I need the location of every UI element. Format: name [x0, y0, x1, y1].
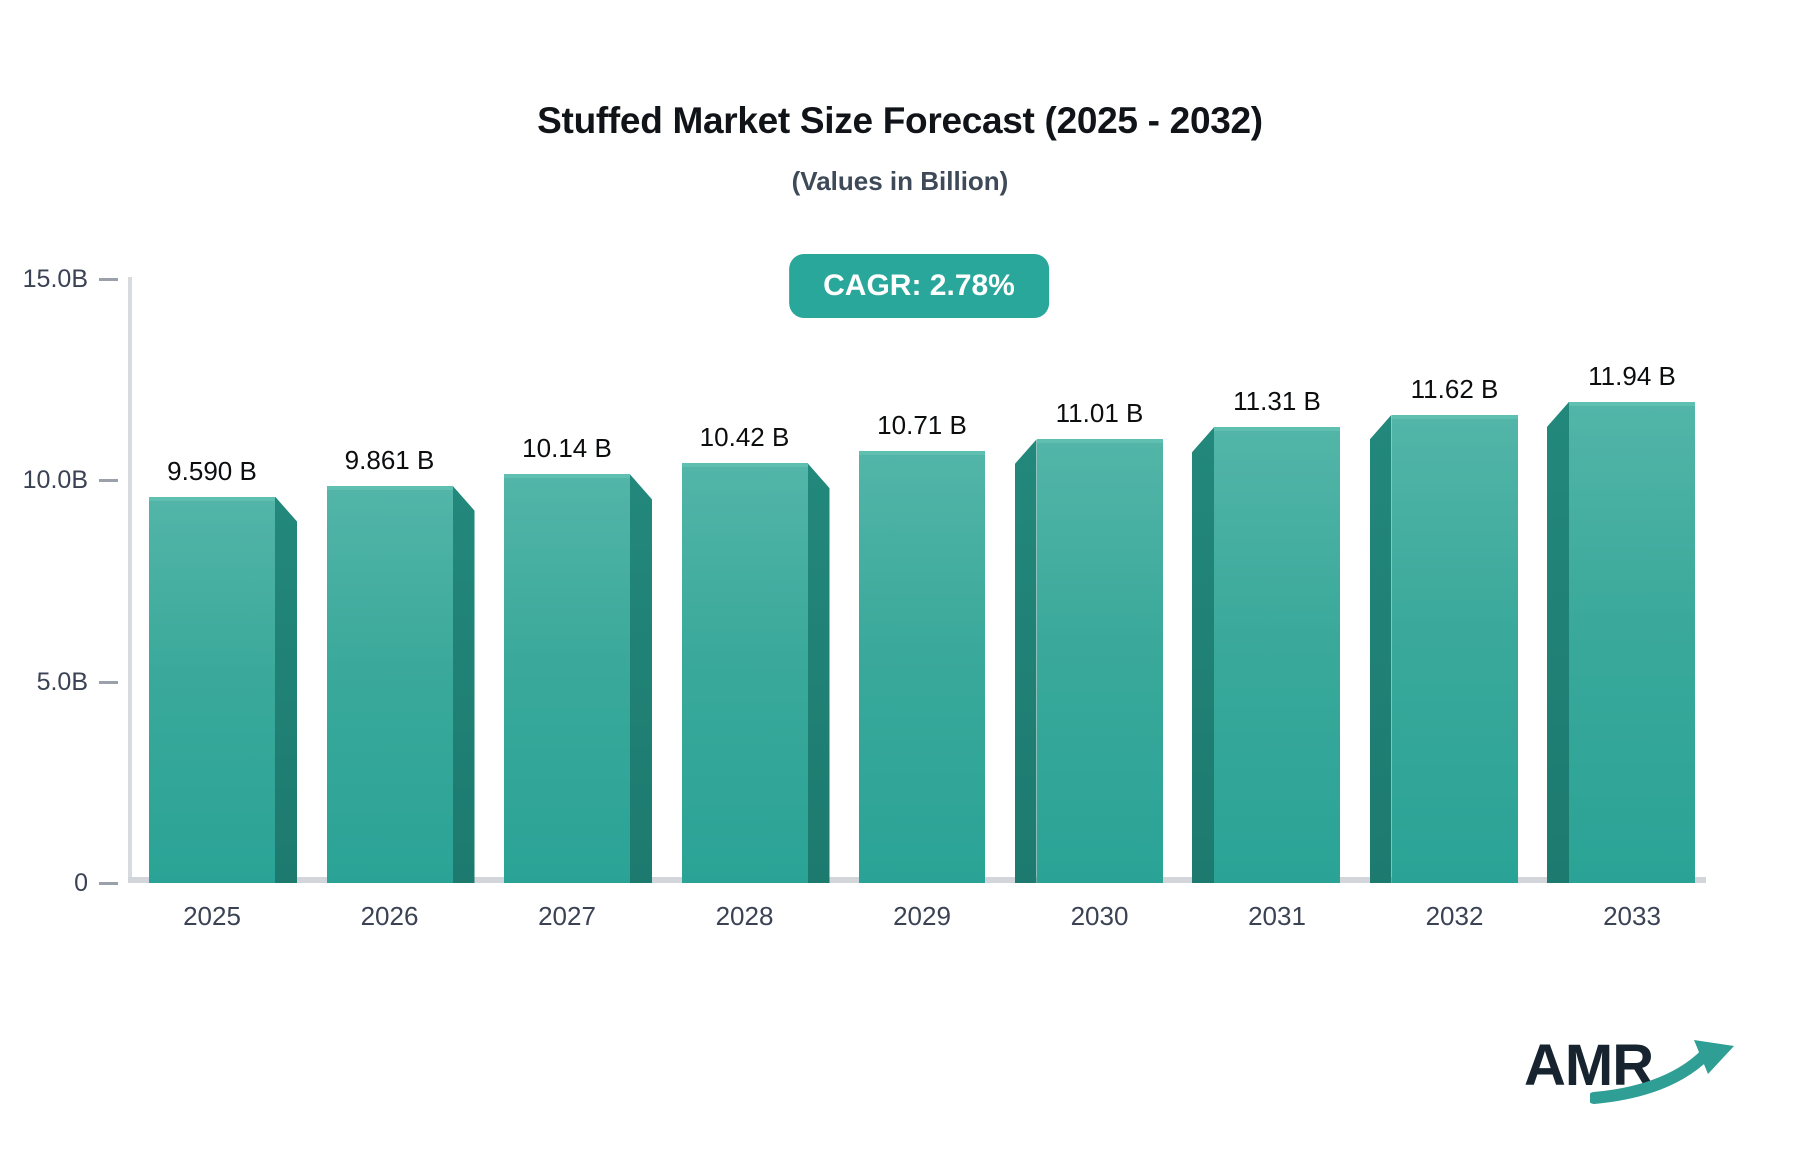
- cagr-badge: CAGR: 2.78%: [789, 254, 1049, 318]
- chart-title: Stuffed Market Size Forecast (2025 - 203…: [537, 100, 1263, 141]
- x-axis-label-2030: 2030: [1070, 901, 1129, 931]
- growth-arrow-icon: [1590, 1040, 1734, 1104]
- bar-value-label-2028: 10.42 B: [699, 422, 790, 453]
- bar-value-label-2026: 9.861 B: [344, 444, 435, 475]
- bar-2031-3d-side: [1192, 427, 1214, 883]
- y-axis-tick-mark: [99, 882, 118, 885]
- bar-2031: [1214, 427, 1340, 883]
- bar-value-label-2033: 11.94 B: [1588, 360, 1676, 391]
- bar-2029: [859, 451, 985, 883]
- bar-2032: [1391, 414, 1518, 883]
- bar-2025: [149, 496, 275, 883]
- y-axis-tick-label: 0: [74, 869, 88, 897]
- y-axis-tick-mark: [99, 277, 118, 281]
- bar-value-label-2025: 9.590 B: [167, 455, 257, 486]
- bar-2026-3d-side: [452, 485, 475, 883]
- y-axis-tick-label: 10.0B: [22, 466, 88, 494]
- bar-2027-3d-side: [630, 474, 652, 883]
- bar-value-label-2032: 11.62 B: [1410, 373, 1499, 404]
- bar-2030: [1036, 439, 1163, 883]
- x-axis-label-2032: 2032: [1425, 901, 1484, 931]
- bar-2028-3d-side: [807, 463, 830, 883]
- bar-2027: [504, 474, 630, 883]
- y-axis-tick-label: 15.0B: [22, 264, 88, 293]
- x-axis-label-2029: 2029: [893, 901, 951, 931]
- y-axis-tick-mark: [99, 479, 118, 482]
- bar-2028: [681, 463, 808, 883]
- x-axis-label-2031: 2031: [1248, 901, 1306, 931]
- bar-2033: [1569, 401, 1695, 883]
- x-axis-label-2026: 2026: [360, 901, 419, 931]
- x-axis-label-2033: 2033: [1603, 901, 1661, 931]
- y-axis-tick-label: 5.0B: [36, 667, 88, 696]
- bar-2025-3d-side: [275, 496, 297, 883]
- bar-2032-3d-side: [1369, 414, 1392, 883]
- x-axis-label-2028: 2028: [715, 901, 774, 931]
- chart-subtitle: (Values in Billion): [791, 166, 1009, 196]
- y-axis-tick-mark: [99, 680, 118, 684]
- bar-value-label-2029: 10.71 B: [877, 410, 967, 441]
- bar-value-label-2027: 10.14 B: [522, 433, 612, 464]
- x-axis-label-2025: 2025: [183, 901, 241, 931]
- bar-value-label-2030: 11.01 B: [1055, 398, 1144, 429]
- bar-2030-3d-side: [1014, 439, 1037, 883]
- bar-value-label-2031: 11.31 B: [1233, 386, 1321, 417]
- y-axis-line: [128, 277, 132, 883]
- x-axis-label-2027: 2027: [538, 901, 596, 931]
- amr-logo: AMR: [1524, 1028, 1744, 1112]
- bar-2026: [326, 485, 453, 883]
- bar-2033-3d-side: [1547, 401, 1569, 883]
